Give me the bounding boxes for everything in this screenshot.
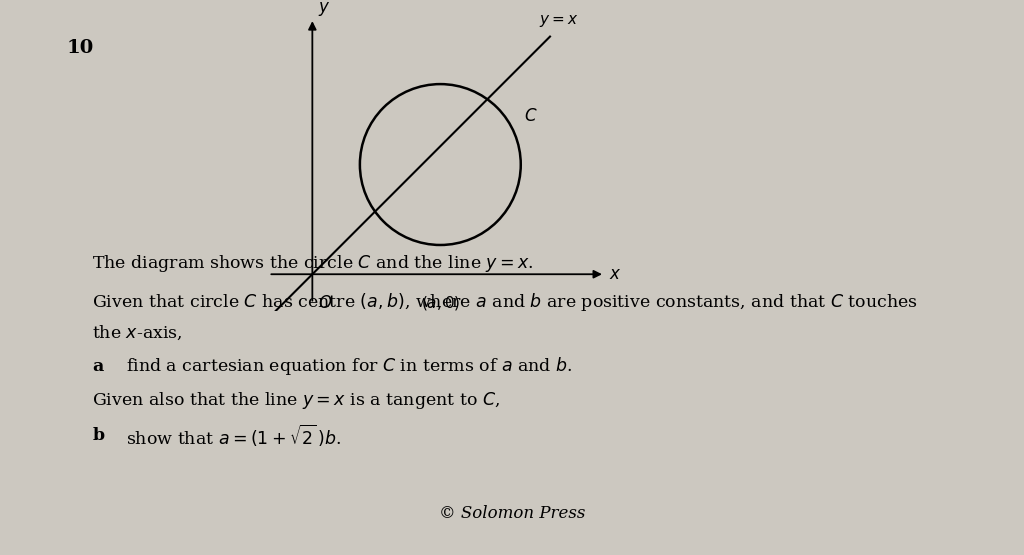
Text: $O$: $O$ bbox=[317, 294, 332, 312]
Text: b: b bbox=[92, 427, 104, 444]
Text: $y$: $y$ bbox=[317, 1, 331, 18]
Text: $x$: $x$ bbox=[608, 265, 621, 283]
Text: The diagram shows the circle $C$ and the line $y = x$.: The diagram shows the circle $C$ and the… bbox=[92, 253, 534, 274]
Text: find a cartesian equation for $C$ in terms of $a$ and $b$.: find a cartesian equation for $C$ in ter… bbox=[115, 355, 572, 377]
Text: Given also that the line $y = x$ is a tangent to $C$,: Given also that the line $y = x$ is a ta… bbox=[92, 390, 500, 411]
Text: 10: 10 bbox=[67, 39, 94, 57]
Text: a: a bbox=[92, 358, 103, 375]
Text: © Solomon Press: © Solomon Press bbox=[439, 505, 585, 522]
Text: $y = x$: $y = x$ bbox=[539, 13, 579, 29]
Text: the $x$-axis,: the $x$-axis, bbox=[92, 324, 182, 342]
Text: $C$: $C$ bbox=[524, 107, 538, 125]
Text: $(a, 0)$: $(a, 0)$ bbox=[421, 294, 460, 312]
Text: show that $a = (1 + \sqrt{2}\,)b$.: show that $a = (1 + \sqrt{2}\,)b$. bbox=[115, 423, 341, 448]
Text: Given that circle $C$ has centre $(a, b)$, where $a$ and $b$ are positive consta: Given that circle $C$ has centre $(a, b)… bbox=[92, 291, 918, 314]
